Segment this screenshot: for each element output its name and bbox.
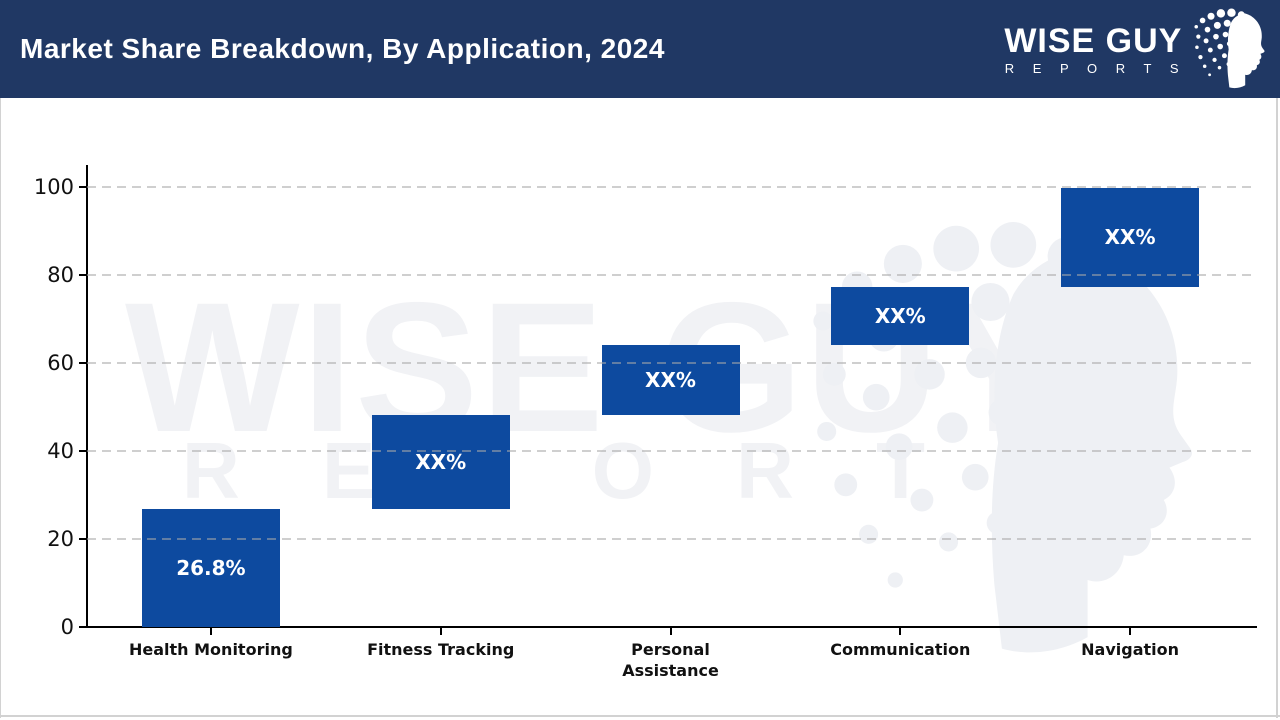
x-axis-tick xyxy=(209,628,212,635)
x-axis-category-label: Personal Assistance xyxy=(622,640,719,680)
gridline-40 xyxy=(87,450,1253,452)
frame-left-edge xyxy=(0,98,1,718)
header-bar: Market Share Breakdown, By Application, … xyxy=(0,0,1280,98)
page-title: Market Share Breakdown, By Application, … xyxy=(20,33,665,64)
bar-fitness-tracking xyxy=(371,414,510,510)
y-axis-tick xyxy=(79,274,87,276)
dotted-face-profile-icon xyxy=(1194,8,1265,89)
frame-bottom-edge xyxy=(0,715,1280,717)
bar-value-label: XX% xyxy=(645,367,696,392)
x-axis-category-label: Fitness Tracking xyxy=(367,640,515,659)
y-axis-tick xyxy=(79,626,87,628)
y-axis-tick xyxy=(79,450,87,452)
y-axis-tick xyxy=(79,186,87,188)
y-axis-tick-label: 80 xyxy=(47,263,74,287)
bar-value-label: XX% xyxy=(874,303,926,328)
x-axis-tick xyxy=(439,628,442,635)
logo-name: WISE GUY xyxy=(1004,21,1183,60)
y-axis-tick-label: 20 xyxy=(47,527,74,551)
x-axis-line xyxy=(86,626,1257,628)
gridline-80 xyxy=(87,274,1253,276)
x-axis-tick xyxy=(899,628,902,635)
bar-value-label: XX% xyxy=(1104,225,1156,250)
y-axis-tick-label: 0 xyxy=(60,615,74,639)
y-axis-tick-label: 40 xyxy=(47,439,74,463)
x-axis-category-label: Communication xyxy=(830,640,971,659)
gridline-60 xyxy=(87,362,1253,364)
gridline-20 xyxy=(87,538,1253,540)
logo-text: WISE GUY R E P O R T S xyxy=(1001,24,1186,75)
gridline-100 xyxy=(87,186,1253,188)
logo-tagline: R E P O R T S xyxy=(1004,60,1186,76)
wise-guy-reports-logo: WISE GUY R E P O R T S xyxy=(1001,6,1266,92)
x-axis-category-label: Navigation xyxy=(1081,640,1180,659)
frame-right-edge xyxy=(1276,98,1278,718)
bar-health-monitoring xyxy=(141,509,280,627)
x-axis-tick xyxy=(669,628,672,635)
y-axis-tick xyxy=(79,538,87,540)
x-axis-tick xyxy=(1129,628,1132,635)
y-axis-tick xyxy=(79,362,87,364)
watermark-text-small: R E P O R T S xyxy=(182,426,1091,515)
bar-value-label: 26.8% xyxy=(176,556,246,581)
x-axis-category-label: Health Monitoring xyxy=(129,640,293,659)
y-axis-line xyxy=(86,165,88,627)
bar-personal-assistance xyxy=(601,344,740,415)
y-axis-tick-label: 100 xyxy=(33,175,74,199)
y-axis-tick-label: 60 xyxy=(47,351,74,375)
bar-value-label: XX% xyxy=(415,450,467,474)
